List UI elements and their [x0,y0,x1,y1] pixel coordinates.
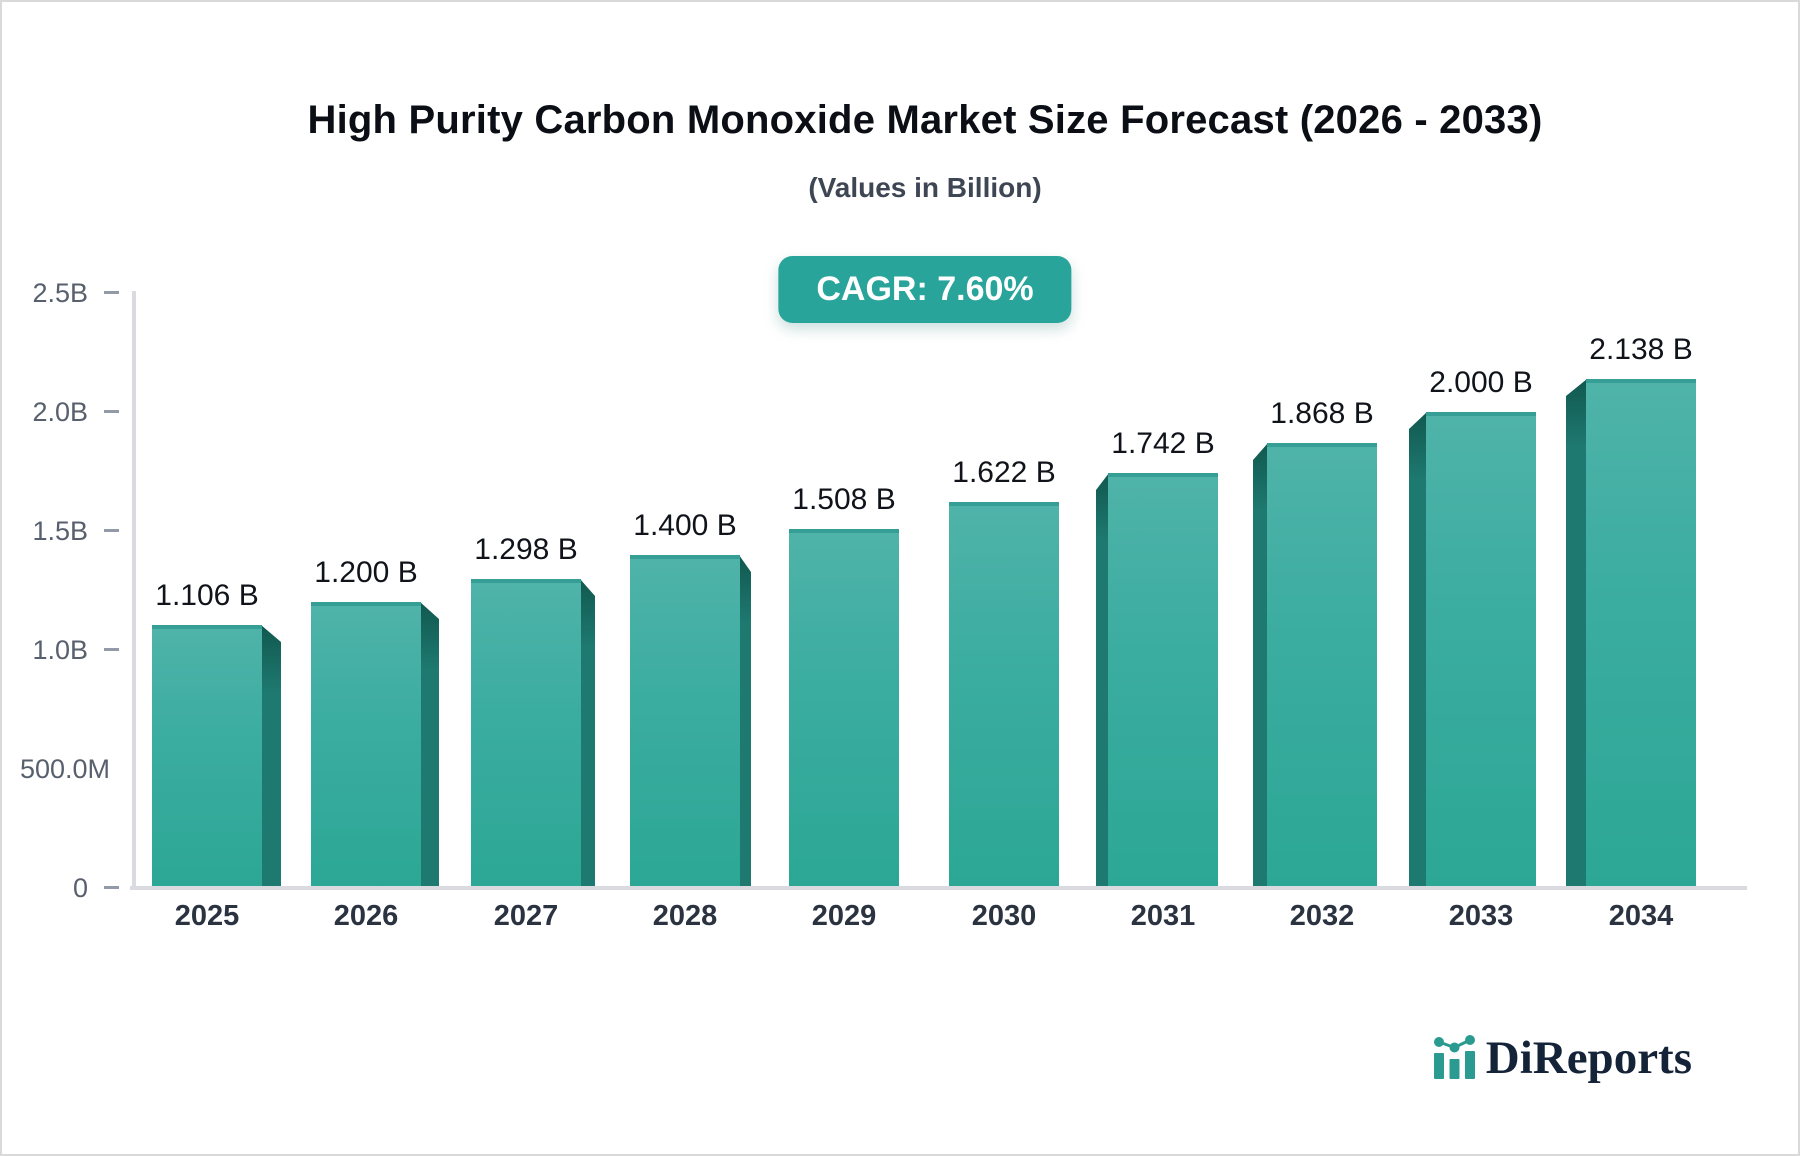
bar-2026[interactable] [311,602,421,888]
y-axis-line [132,291,136,888]
x-axis-label-2027: 2027 [493,900,559,932]
bar-side-face [580,579,595,888]
y-axis-label: 1.0B [32,635,88,665]
x-axis-label-2025: 2025 [174,900,240,932]
bar-chart-logo-icon [1433,1035,1475,1079]
bar-value-label: 1.508 B [792,483,896,516]
bar-2031[interactable] [1108,473,1218,888]
chart-subtitle: (Values in Billion) [808,172,1042,203]
bar-2032[interactable] [1267,443,1377,888]
y-axis-label: 500.0M [19,754,110,784]
bar-side-face [1253,443,1268,888]
bar-side-face [1409,412,1427,888]
bar-2029[interactable] [789,529,899,888]
bar-value-label: 1.622 B [952,456,1056,489]
y-axis-tick [104,291,119,294]
x-axis-label-2034: 2034 [1608,900,1674,932]
chart-title: High Purity Carbon Monoxide Market Size … [307,98,1543,142]
x-axis-label-2030: 2030 [971,900,1037,932]
y-axis-tick [104,886,119,889]
brand-logo: DiReports [1433,1032,1692,1082]
bar-value-label: 2.000 B [1429,366,1533,399]
bar-value-label: 2.138 B [1589,333,1693,366]
cagr-badge: CAGR: 7.60% [778,256,1072,323]
x-axis-label-2033: 2033 [1448,900,1514,932]
brand-name: DiReports [1485,1032,1692,1084]
x-axis-label-2029: 2029 [811,900,877,932]
y-axis-label: 2.0B [32,397,88,427]
bar-side-face [1566,379,1587,888]
bar-2027[interactable] [471,579,581,888]
y-axis-tick [104,410,119,413]
bar-value-label: 1.868 B [1270,397,1374,430]
y-axis-label: 0 [72,873,88,903]
x-axis-line [130,886,1747,890]
x-axis-label-2028: 2028 [652,900,718,932]
bar-side-face [1096,473,1109,888]
bar-2030[interactable] [949,502,1059,888]
bar-value-label: 1.200 B [314,556,418,589]
x-axis-label-2032: 2032 [1289,900,1355,932]
y-axis-tick [104,648,119,651]
bar-2028[interactable] [630,555,740,888]
bar-value-label: 1.298 B [474,533,578,566]
bar-side-face [739,555,751,888]
bar-2025[interactable] [152,625,262,888]
bar-value-label: 1.742 B [1111,427,1215,460]
bar-side-face [420,602,439,888]
bar-side-face [261,625,281,888]
bar-2034[interactable] [1586,379,1696,888]
bar-2033[interactable] [1426,412,1536,888]
bar-value-label: 1.400 B [633,509,737,542]
x-axis-label-2026: 2026 [333,900,399,932]
y-axis-label: 1.5B [32,516,88,546]
x-axis-label-2031: 2031 [1130,900,1196,932]
bar-value-label: 1.106 B [155,579,259,612]
y-axis-tick [104,529,119,532]
y-axis-label: 2.5B [32,278,88,308]
